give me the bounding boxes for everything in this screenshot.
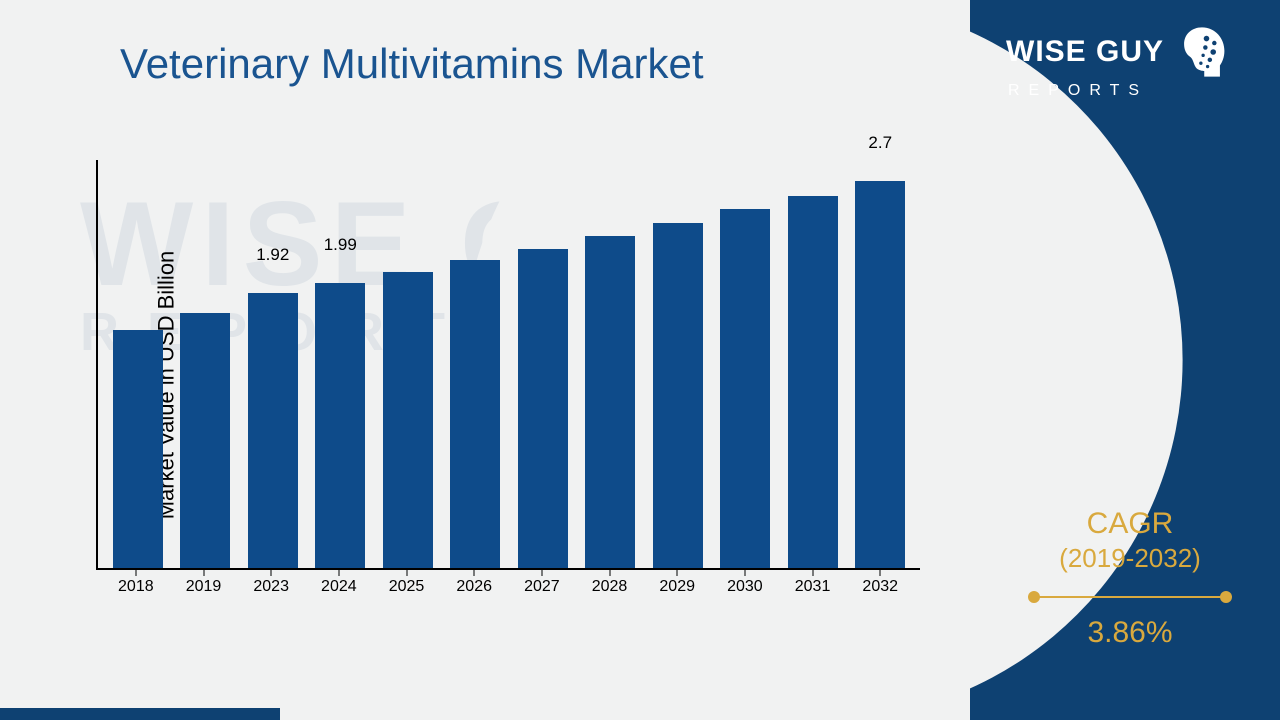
brand-main-text: WISE GUY [1006, 35, 1164, 69]
bar-value-label: 2.7 [868, 133, 892, 157]
brand-sub-text: REPORTS [1008, 82, 1246, 100]
x-tick-2032: 2032 [846, 570, 914, 610]
bar-col-2025 [374, 160, 442, 568]
bar-col-2018 [104, 160, 172, 568]
x-tick-2019: 2019 [170, 570, 238, 610]
bars-container: 1.92 1.99 2.7 [98, 160, 920, 568]
x-tick-2018: 2018 [102, 570, 170, 610]
x-tick-2023: 2023 [237, 570, 305, 610]
bar [450, 260, 500, 568]
bar-col-2026 [442, 160, 510, 568]
x-tick-2024: 2024 [305, 570, 373, 610]
bar-col-2031 [779, 160, 847, 568]
cagr-label: CAGR [1030, 507, 1230, 541]
bottom-accent-strip [0, 708, 280, 720]
bar [248, 293, 298, 568]
bar [113, 330, 163, 568]
cagr-value: 3.86% [1030, 616, 1230, 650]
cagr-period: (2019-2032) [1030, 543, 1230, 574]
bar [315, 283, 365, 568]
bar-value-label: 1.92 [256, 245, 289, 269]
x-tick-2028: 2028 [576, 570, 644, 610]
x-tick-2031: 2031 [779, 570, 847, 610]
bar-col-2023: 1.92 [239, 160, 307, 568]
bar-col-2032: 2.7 [847, 160, 915, 568]
bar [180, 313, 230, 568]
bar [855, 181, 905, 568]
bar-col-2027 [509, 160, 577, 568]
bar-col-2024: 1.99 [307, 160, 375, 568]
cagr-block: CAGR (2019-2032) 3.86% [1030, 507, 1230, 650]
x-tick-2025: 2025 [373, 570, 441, 610]
brand-logo-main: WISE GUY [1006, 24, 1246, 80]
x-axis: 2018201920232024202520262027202820292030… [96, 570, 920, 610]
infographic-canvas: WISE GUY REPORTS Veterinary Multivitamin… [0, 0, 1280, 720]
plot-area: 1.92 1.99 2.7 [96, 160, 920, 570]
cagr-divider [1030, 596, 1230, 598]
bar [653, 223, 703, 568]
bar-col-2029 [644, 160, 712, 568]
x-tick-2027: 2027 [508, 570, 576, 610]
brand-logo: WISE GUY REPORTS [1006, 24, 1246, 100]
bar-col-2028 [577, 160, 645, 568]
x-tick-2026: 2026 [440, 570, 508, 610]
bar-chart: Market Value in USD Billion 1.921.992.7 … [40, 160, 920, 610]
x-tick-2030: 2030 [711, 570, 779, 610]
bar-col-2030 [712, 160, 780, 568]
bar [518, 249, 568, 568]
bar [383, 272, 433, 568]
chart-title: Veterinary Multivitamins Market [120, 40, 704, 88]
brand-head-icon [1174, 24, 1230, 80]
x-tick-2029: 2029 [643, 570, 711, 610]
bar-value-label: 1.99 [324, 235, 357, 259]
bar [788, 196, 838, 568]
bar [720, 209, 770, 568]
bar-col-2019 [172, 160, 240, 568]
bar [585, 236, 635, 568]
